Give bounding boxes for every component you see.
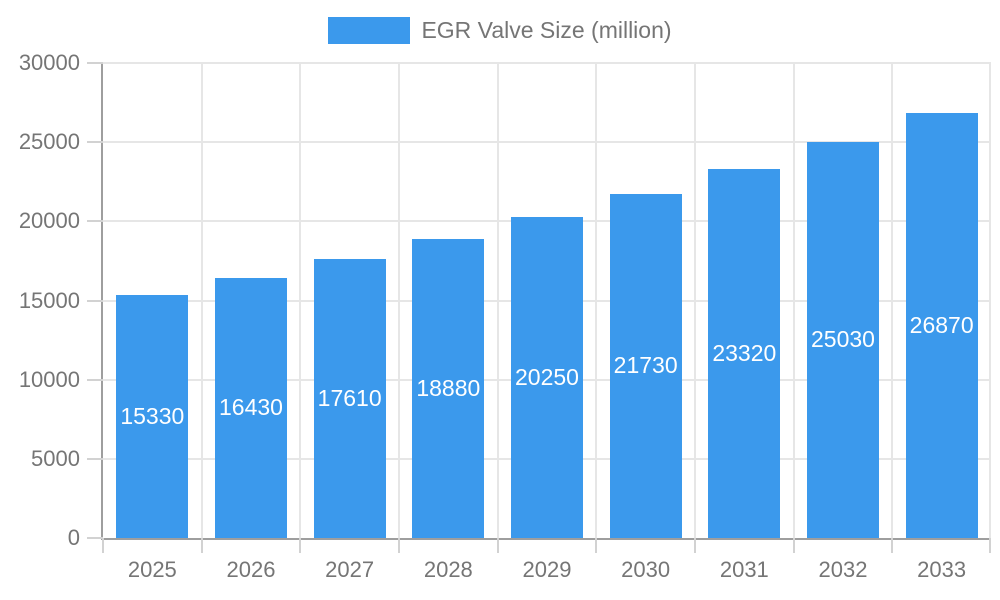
y-axis-tick <box>87 141 103 144</box>
bar-2033[interactable]: 26870 <box>905 112 978 538</box>
bar-2031[interactable]: 23320 <box>708 168 781 538</box>
x-axis-tick <box>891 538 894 553</box>
y-axis-tick-label: 5000 <box>31 445 80 471</box>
x-axis-tick-label: 2027 <box>325 557 375 582</box>
y-axis-tick <box>87 62 103 64</box>
y-axis-tick-label: 10000 <box>18 366 80 392</box>
gridline-vertical <box>989 63 991 538</box>
y-axis-tick-label: 20000 <box>18 208 80 234</box>
y-axis-tick <box>87 457 103 460</box>
gridline-horizontal <box>103 62 991 64</box>
legend-item[interactable]: EGR Valve Size (million) <box>328 17 672 44</box>
gridline-vertical <box>891 63 894 538</box>
bar-value-label: 17610 <box>317 385 382 412</box>
bar-2029[interactable]: 20250 <box>511 217 583 538</box>
x-axis-tick-label: 2026 <box>226 557 276 582</box>
x-axis-tick-label: 2030 <box>621 557 671 582</box>
x-axis-tick <box>595 538 598 553</box>
gridline-vertical <box>792 63 795 538</box>
bar-2032[interactable]: 25030 <box>807 141 879 538</box>
bar-value-label: 21730 <box>613 352 678 379</box>
gridline-vertical <box>595 63 598 538</box>
x-axis-tick <box>102 538 104 553</box>
x-axis-tick <box>792 538 795 553</box>
x-axis-tick-label: 2028 <box>423 557 473 582</box>
gridline-vertical <box>200 63 203 538</box>
bar-value-label: 25030 <box>811 326 875 353</box>
gridline-vertical <box>398 63 400 538</box>
gridline-vertical <box>299 63 302 538</box>
x-axis-tick <box>694 538 696 553</box>
bar-2028[interactable]: 18880 <box>412 239 485 538</box>
bar-value-label: 20250 <box>515 364 579 391</box>
bar-2030[interactable]: 21730 <box>609 193 682 538</box>
x-axis-tick-label: 2031 <box>719 557 769 582</box>
bar-value-label: 15330 <box>120 403 185 430</box>
bar-2026[interactable]: 16430 <box>215 277 287 538</box>
y-axis-tick <box>87 537 103 539</box>
x-axis-tick <box>496 538 499 553</box>
legend-label: EGR Valve Size (million) <box>421 17 672 43</box>
y-axis-tick-label: 15000 <box>18 287 80 313</box>
plot-area: 0 5000 10000 15000 20000 25000 30000 2025 2026 20… <box>19 50 991 582</box>
gridline-vertical <box>496 63 499 538</box>
bar-value-label: 26870 <box>909 311 974 338</box>
x-axis-tick <box>299 538 302 553</box>
gridline-vertical <box>694 63 696 538</box>
x-axis-tick-label: 2032 <box>818 557 868 582</box>
x-axis-tick <box>989 538 991 553</box>
bar-value-label: 18880 <box>416 375 481 402</box>
bar-value-label: 23320 <box>712 339 777 366</box>
y-axis-tick <box>87 378 103 381</box>
y-axis-tick-label: 25000 <box>18 129 80 155</box>
y-axis-tick-label: 30000 <box>18 50 80 75</box>
x-axis-tick <box>398 538 400 553</box>
bar-2025[interactable]: 15330 <box>116 295 189 538</box>
y-axis-tick-label: 0 <box>67 525 80 550</box>
bar-2027[interactable]: 17610 <box>313 259 386 538</box>
x-axis-tick <box>200 538 203 553</box>
x-axis-tick-label: 2033 <box>917 557 967 582</box>
bar-value-label: 16430 <box>219 394 283 421</box>
x-axis-tick-label: 2025 <box>127 557 177 582</box>
legend-swatch <box>328 17 411 44</box>
gridline-horizontal <box>103 141 991 144</box>
chart-legend: EGR Valve Size (million) <box>0 17 1000 44</box>
y-axis-tick <box>87 220 103 223</box>
x-axis-tick-label: 2029 <box>522 557 572 582</box>
y-axis-tick <box>87 299 103 302</box>
